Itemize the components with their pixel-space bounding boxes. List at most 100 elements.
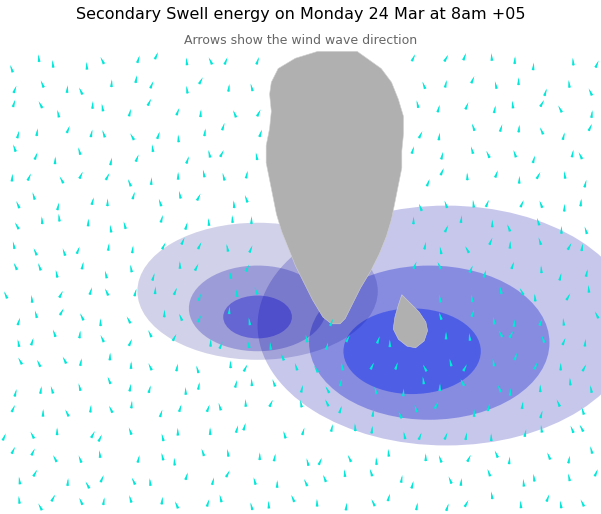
Polygon shape bbox=[177, 134, 180, 142]
Polygon shape bbox=[402, 389, 404, 396]
Polygon shape bbox=[566, 293, 570, 301]
Polygon shape bbox=[227, 84, 230, 91]
Polygon shape bbox=[10, 405, 15, 412]
Polygon shape bbox=[159, 199, 162, 207]
Polygon shape bbox=[129, 427, 133, 435]
Polygon shape bbox=[304, 479, 308, 487]
Polygon shape bbox=[393, 295, 427, 348]
Polygon shape bbox=[16, 201, 20, 209]
Polygon shape bbox=[203, 128, 206, 136]
Polygon shape bbox=[490, 53, 493, 61]
Polygon shape bbox=[330, 424, 333, 432]
Polygon shape bbox=[245, 171, 248, 178]
Polygon shape bbox=[56, 270, 59, 278]
Polygon shape bbox=[11, 100, 15, 107]
Polygon shape bbox=[251, 502, 254, 510]
Polygon shape bbox=[91, 101, 94, 109]
Polygon shape bbox=[177, 172, 180, 179]
Polygon shape bbox=[508, 388, 511, 396]
Polygon shape bbox=[211, 478, 214, 485]
Polygon shape bbox=[444, 225, 448, 232]
Polygon shape bbox=[159, 215, 163, 223]
Polygon shape bbox=[291, 495, 296, 502]
Polygon shape bbox=[132, 478, 136, 485]
Polygon shape bbox=[462, 364, 467, 372]
Polygon shape bbox=[400, 475, 403, 483]
Polygon shape bbox=[325, 399, 330, 407]
Polygon shape bbox=[245, 265, 249, 272]
Polygon shape bbox=[423, 364, 428, 372]
Polygon shape bbox=[493, 317, 496, 324]
Polygon shape bbox=[415, 502, 418, 510]
Polygon shape bbox=[375, 457, 378, 465]
Polygon shape bbox=[107, 243, 109, 251]
Polygon shape bbox=[249, 318, 251, 325]
Polygon shape bbox=[587, 124, 592, 131]
Polygon shape bbox=[227, 449, 230, 456]
Polygon shape bbox=[130, 361, 132, 369]
Polygon shape bbox=[466, 455, 471, 462]
Polygon shape bbox=[34, 152, 37, 160]
Polygon shape bbox=[388, 449, 390, 456]
Polygon shape bbox=[57, 110, 60, 118]
Polygon shape bbox=[90, 431, 95, 438]
Polygon shape bbox=[53, 455, 58, 463]
Polygon shape bbox=[79, 383, 82, 391]
Polygon shape bbox=[31, 295, 34, 303]
Polygon shape bbox=[66, 126, 70, 134]
Polygon shape bbox=[186, 86, 189, 94]
Polygon shape bbox=[438, 262, 442, 269]
Polygon shape bbox=[348, 455, 352, 463]
Polygon shape bbox=[14, 263, 18, 270]
Text: Secondary Swell energy on Monday 24 Mar at 8am +05: Secondary Swell energy on Monday 24 Mar … bbox=[76, 7, 525, 22]
Polygon shape bbox=[267, 501, 270, 508]
Polygon shape bbox=[151, 273, 154, 281]
Polygon shape bbox=[295, 363, 299, 371]
Polygon shape bbox=[219, 403, 222, 411]
Polygon shape bbox=[590, 110, 593, 118]
Polygon shape bbox=[19, 476, 22, 484]
Polygon shape bbox=[464, 102, 468, 110]
Polygon shape bbox=[13, 241, 16, 249]
Polygon shape bbox=[162, 433, 165, 442]
Polygon shape bbox=[245, 195, 249, 203]
Polygon shape bbox=[148, 363, 153, 371]
Polygon shape bbox=[13, 144, 17, 152]
Polygon shape bbox=[499, 330, 504, 338]
Polygon shape bbox=[418, 432, 422, 440]
Polygon shape bbox=[87, 218, 90, 226]
Polygon shape bbox=[540, 425, 543, 433]
Polygon shape bbox=[488, 237, 492, 245]
Polygon shape bbox=[561, 338, 566, 345]
Polygon shape bbox=[224, 57, 227, 65]
Polygon shape bbox=[584, 339, 586, 346]
Polygon shape bbox=[588, 88, 593, 96]
Polygon shape bbox=[513, 150, 517, 158]
Polygon shape bbox=[507, 224, 511, 232]
Polygon shape bbox=[41, 409, 44, 417]
Polygon shape bbox=[99, 318, 102, 326]
Polygon shape bbox=[151, 144, 154, 152]
Polygon shape bbox=[13, 86, 16, 94]
Polygon shape bbox=[52, 60, 55, 68]
Ellipse shape bbox=[309, 266, 549, 420]
Polygon shape bbox=[491, 219, 493, 227]
Polygon shape bbox=[439, 312, 443, 320]
Polygon shape bbox=[354, 424, 357, 431]
Polygon shape bbox=[520, 501, 522, 508]
Polygon shape bbox=[56, 427, 58, 435]
Polygon shape bbox=[440, 152, 443, 160]
Polygon shape bbox=[314, 365, 319, 373]
Polygon shape bbox=[35, 128, 38, 136]
Polygon shape bbox=[135, 154, 139, 162]
Polygon shape bbox=[273, 453, 275, 462]
Polygon shape bbox=[231, 215, 234, 223]
Polygon shape bbox=[163, 309, 166, 317]
Polygon shape bbox=[570, 150, 573, 157]
Polygon shape bbox=[471, 309, 474, 317]
Polygon shape bbox=[513, 353, 517, 360]
Polygon shape bbox=[18, 358, 23, 365]
Polygon shape bbox=[300, 385, 303, 393]
Polygon shape bbox=[423, 82, 427, 89]
Polygon shape bbox=[540, 200, 543, 208]
